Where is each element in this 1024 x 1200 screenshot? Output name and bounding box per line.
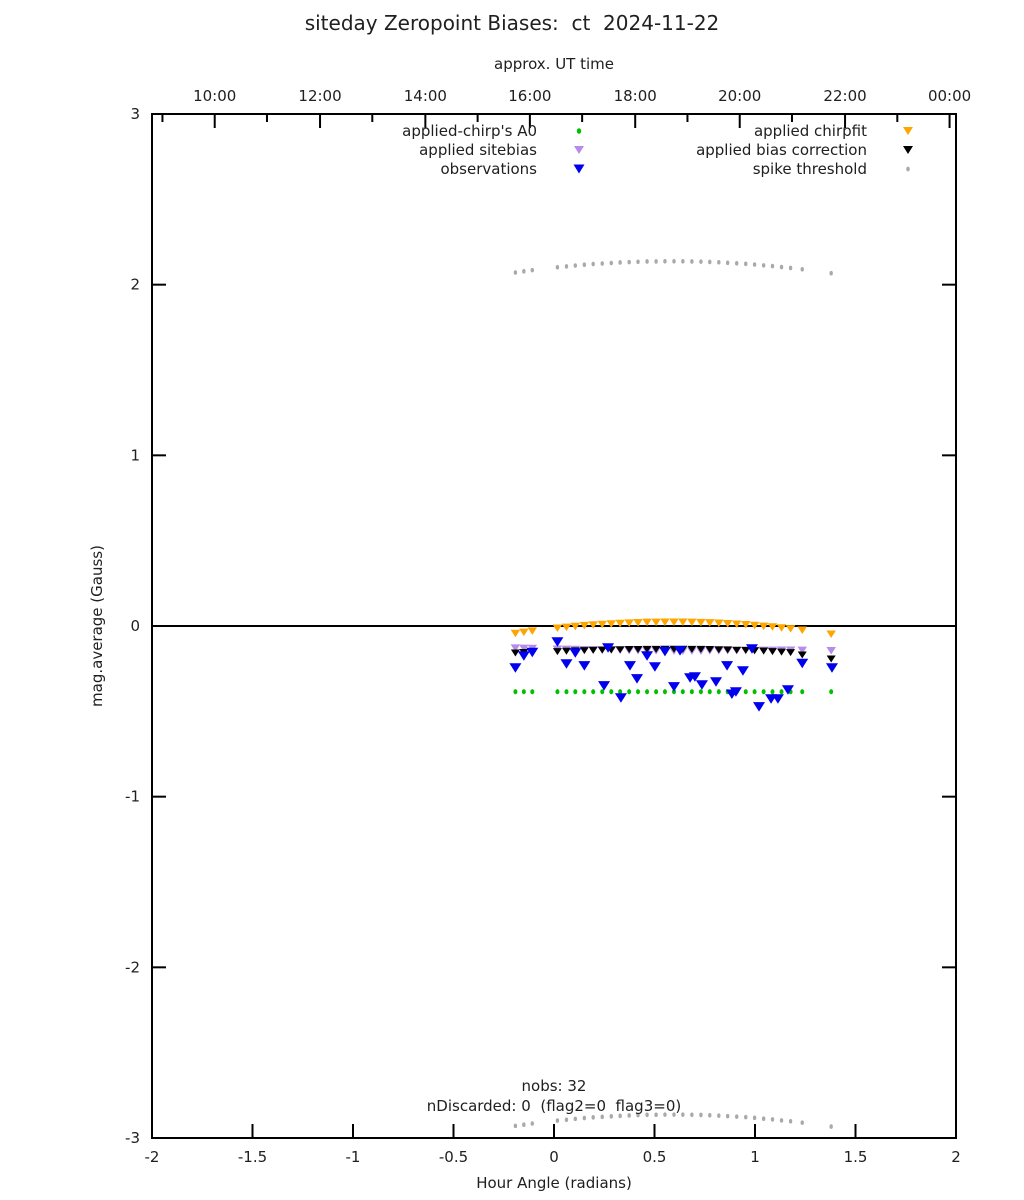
orange-triangle-icon — [903, 127, 913, 135]
svg-text:0: 0 — [549, 1148, 559, 1166]
series-spike-threshold — [513, 258, 833, 1129]
svg-text:-0.5: -0.5 — [439, 1148, 468, 1166]
svg-text:10:00: 10:00 — [193, 87, 236, 105]
svg-text:-3: -3 — [125, 1129, 140, 1147]
legend-item-applied-sitebias: applied sitebias — [419, 141, 537, 159]
svg-text:18:00: 18:00 — [614, 87, 657, 105]
series-observations — [509, 637, 838, 712]
series-applied-chirpfit — [510, 618, 836, 638]
chart-title: siteday Zeropoint Biases: ct 2024-11-22 — [304, 11, 720, 35]
svg-text:1.5: 1.5 — [844, 1148, 868, 1166]
svg-text:22:00: 22:00 — [823, 87, 866, 105]
svg-text:-1: -1 — [125, 788, 140, 806]
legend-item-applied-chirps-a0: applied-chirp's A0 — [402, 122, 537, 140]
svg-text:16:00: 16:00 — [508, 87, 551, 105]
green-dot-icon — [576, 128, 582, 134]
y-axis-ticks: 3 2 1 0 -1 -2 -3 — [125, 105, 956, 1147]
svg-text:1: 1 — [750, 1148, 760, 1166]
svg-text:2: 2 — [951, 1148, 961, 1166]
svg-text:2: 2 — [130, 276, 140, 294]
svg-text:-1.5: -1.5 — [238, 1148, 267, 1166]
blue-triangle-icon — [573, 164, 585, 174]
black-triangle-icon — [903, 146, 913, 154]
x-axis-label: Hour Angle (radians) — [476, 1174, 632, 1192]
ndiscarded-annotation: nDiscarded: 0 (flag2=0 flag3=0) — [426, 1097, 682, 1115]
top-axis-label: approx. UT time — [494, 55, 614, 73]
legend-item-spike-threshold: spike threshold — [752, 160, 867, 178]
svg-text:12:00: 12:00 — [298, 87, 341, 105]
legend-item-applied-chirpfit: applied chirpfit — [753, 122, 867, 140]
svg-text:-1: -1 — [346, 1148, 361, 1166]
svg-text:0.5: 0.5 — [643, 1148, 667, 1166]
svg-text:1: 1 — [130, 446, 140, 464]
svg-text:0: 0 — [130, 617, 140, 635]
svg-text:00:00: 00:00 — [928, 87, 971, 105]
svg-text:3: 3 — [130, 105, 140, 123]
svg-text:14:00: 14:00 — [404, 87, 447, 105]
purple-triangle-icon — [574, 146, 584, 154]
gray-dot-icon — [906, 166, 910, 172]
y-axis-label: mag.average (Gauss) — [88, 545, 106, 707]
svg-text:20:00: 20:00 — [718, 87, 761, 105]
legend-item-observations: observations — [440, 160, 537, 178]
nobs-annotation: nobs: 32 — [521, 1077, 587, 1095]
x-axis-ticks: -2 -1.5 -1 -0.5 0 0.5 1 1.5 2 — [145, 1124, 961, 1166]
top-axis-ticks: 10:00 12:00 14:00 16:00 18:00 20:00 22:00 00:00 — [161, 87, 971, 128]
svg-text:-2: -2 — [125, 958, 140, 976]
series-applied-chirps-a0 — [513, 689, 834, 695]
legend-item-applied-bias-correction: applied bias correction — [696, 141, 867, 159]
svg-text:-2: -2 — [145, 1148, 160, 1166]
